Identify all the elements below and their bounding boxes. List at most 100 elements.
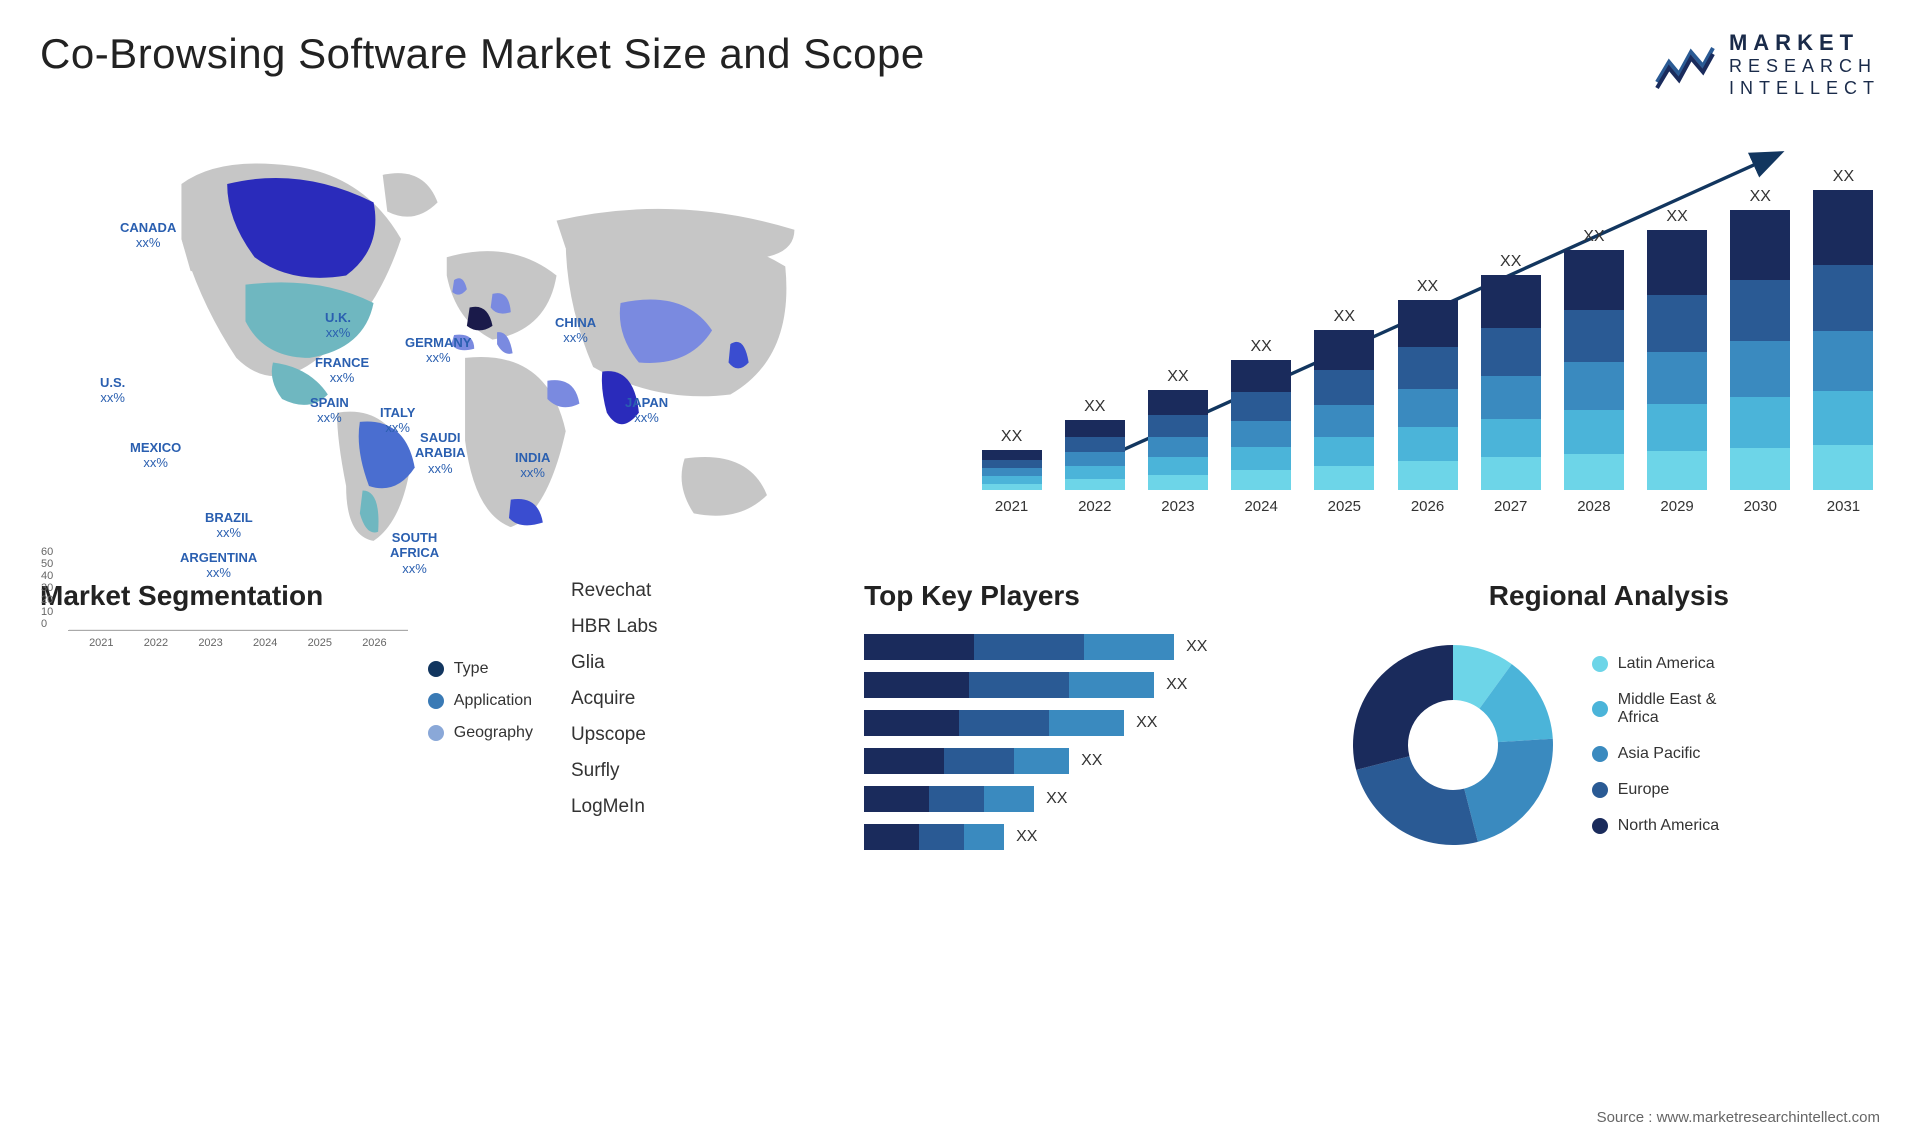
bar-segment (1065, 466, 1125, 479)
legend-dot (1592, 701, 1608, 717)
bar-segment (1065, 452, 1125, 466)
bar-segment (1314, 370, 1374, 405)
bar-segment (1148, 415, 1208, 437)
bar-segment (1481, 419, 1541, 458)
bar-segment (1730, 280, 1790, 342)
player-item: Acquire (571, 688, 834, 710)
player-item: HBR Labs (571, 616, 834, 638)
stacked-bar (1148, 390, 1208, 490)
map-label: SPAINxx% (310, 395, 349, 426)
main-bar-chart: XXXXXXXXXXXXXXXXXXXXXX (975, 120, 1880, 490)
bar-segment (1730, 397, 1790, 447)
x-axis-label: 2022 (1058, 498, 1131, 515)
bar-segment (864, 824, 919, 850)
bar-segment (929, 786, 984, 812)
map-label: FRANCExx% (315, 355, 369, 386)
map-label: U.K.xx% (325, 310, 351, 341)
logo-text: MARKET RESEARCH INTELLECT (1729, 30, 1880, 100)
hbar-row: XX (864, 824, 1308, 850)
bar-segment (1647, 230, 1707, 295)
donut-slice (1356, 756, 1478, 845)
player-item: LogMeIn (571, 796, 834, 818)
bar-segment (1014, 748, 1069, 774)
bar-value-label: XX (1186, 638, 1207, 656)
bar-value-label: XX (1136, 714, 1157, 732)
bar-value-label: XX (1046, 790, 1067, 808)
hbar-row: XX (864, 634, 1308, 660)
bar-segment (969, 672, 1069, 698)
players-title: Top Key Players (864, 580, 1308, 612)
legend-label: Asia Pacific (1618, 745, 1701, 763)
logo-line2: RESEARCH (1729, 56, 1880, 78)
segmentation-panel: Market Segmentation 0102030405060 202120… (40, 580, 533, 880)
legend-label: Geography (454, 724, 533, 742)
stacked-bar (1314, 330, 1374, 490)
bar-segment (1084, 634, 1174, 660)
bar-segment (1231, 392, 1291, 421)
bar-segment (982, 460, 1042, 469)
stacked-bar (1813, 190, 1873, 490)
bar-segment (1730, 341, 1790, 397)
hbar (864, 748, 1069, 774)
legend-dot (1592, 656, 1608, 672)
legend-label: Europe (1618, 781, 1670, 799)
bar-segment (1398, 300, 1458, 348)
x-axis-label: 2023 (1141, 498, 1214, 515)
player-item: Upscope (571, 724, 834, 746)
legend-label: North America (1618, 817, 1719, 835)
bottom-row: Market Segmentation 0102030405060 202120… (40, 580, 1880, 880)
bar-segment (919, 824, 964, 850)
y-tick: 40 (41, 570, 53, 582)
bar-segment (984, 786, 1034, 812)
player-item: Surfly (571, 760, 834, 782)
bar-segment (1069, 672, 1154, 698)
legend-label: Application (454, 692, 532, 710)
bar-segment (1647, 295, 1707, 352)
x-axis-label: 2031 (1807, 498, 1880, 515)
regional-panel: Regional Analysis Latin AmericaMiddle Ea… (1338, 580, 1880, 880)
legend-item: Middle East &Africa (1592, 691, 1719, 727)
bar-segment (1564, 410, 1624, 453)
x-axis-label: 2028 (1557, 498, 1630, 515)
bar-segment (1481, 457, 1541, 489)
logo-line3: INTELLECT (1729, 78, 1880, 100)
source-attribution: Source : www.marketresearchintellect.com (1597, 1109, 1880, 1126)
bar-segment (1231, 360, 1291, 393)
y-tick: 60 (41, 546, 53, 558)
main-chart-x-axis: 2021202220232024202520262027202820292030… (975, 498, 1880, 515)
main-bar-group: XX (1225, 360, 1298, 490)
bar-segment (1231, 470, 1291, 490)
map-label: ARGENTINAxx% (180, 550, 257, 581)
legend-label: Latin America (1618, 655, 1715, 673)
bar-segment (1564, 362, 1624, 410)
world-map-panel: CANADAxx%U.S.xx%MEXICOxx%BRAZILxx%ARGENT… (40, 120, 945, 550)
legend-item: Type (428, 660, 533, 678)
x-axis-label: 2030 (1724, 498, 1797, 515)
bar-segment (1148, 457, 1208, 475)
bar-segment (1647, 404, 1707, 451)
main-bar-group: XX (975, 450, 1048, 490)
bar-segment (864, 634, 974, 660)
y-tick: 50 (41, 558, 53, 570)
bar-value-label: XX (1016, 828, 1037, 846)
legend-item: Europe (1592, 781, 1719, 799)
legend-dot (1592, 746, 1608, 762)
bar-value-label: XX (1081, 752, 1102, 770)
legend-item: Application (428, 692, 533, 710)
legend-item: Asia Pacific (1592, 745, 1719, 763)
x-axis-label: 2026 (1391, 498, 1464, 515)
y-tick: 10 (41, 606, 53, 618)
donut-slice (1353, 645, 1453, 770)
x-axis-label: 2021 (78, 637, 125, 649)
logo-line1: MARKET (1729, 30, 1880, 56)
bar-value-label: XX (1583, 228, 1604, 246)
map-label: SOUTHAFRICAxx% (390, 530, 439, 577)
legend-item: North America (1592, 817, 1719, 835)
top-row: CANADAxx%U.S.xx%MEXICOxx%BRAZILxx%ARGENT… (40, 120, 1880, 550)
main-bar-group: XX (1141, 390, 1214, 490)
map-label: MEXICOxx% (130, 440, 181, 471)
bar-segment (1813, 391, 1873, 445)
bar-segment (1231, 421, 1291, 447)
main-bar-group: XX (1557, 250, 1630, 490)
bar-segment (1813, 265, 1873, 331)
